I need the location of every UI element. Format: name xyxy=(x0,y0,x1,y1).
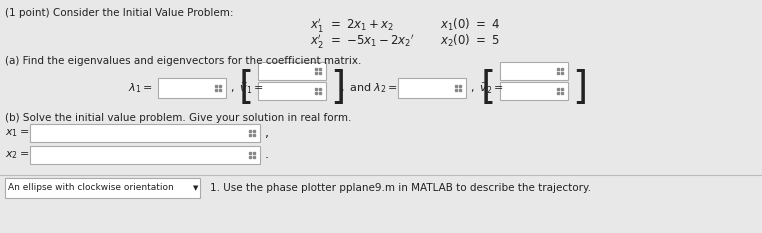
Text: [: [ xyxy=(239,69,254,107)
Text: $, \ \text{and} \ \lambda_2 =$: $, \ \text{and} \ \lambda_2 =$ xyxy=(340,81,398,95)
Text: $\lambda_1 =$: $\lambda_1 =$ xyxy=(128,81,152,95)
Text: (1 point) Consider the Initial Value Problem:: (1 point) Consider the Initial Value Pro… xyxy=(5,8,233,18)
Text: ]: ] xyxy=(572,69,588,107)
Text: (b) Solve the initial value problem. Give your solution in real form.: (b) Solve the initial value problem. Giv… xyxy=(5,113,351,123)
Text: $x_2(0) \ = \ 5$: $x_2(0) \ = \ 5$ xyxy=(440,33,500,49)
FancyBboxPatch shape xyxy=(30,146,260,164)
Text: $x_2 =$: $x_2 =$ xyxy=(5,149,30,161)
Text: $, \ \vec{v}_1 =$: $, \ \vec{v}_1 =$ xyxy=(230,80,264,96)
Text: $x_2'$: $x_2'$ xyxy=(310,32,324,50)
FancyBboxPatch shape xyxy=(500,82,568,100)
FancyBboxPatch shape xyxy=(258,82,326,100)
Text: (a) Find the eigenvalues and eigenvectors for the coefficient matrix.: (a) Find the eigenvalues and eigenvector… xyxy=(5,56,361,66)
Text: ,: , xyxy=(265,127,269,140)
Text: An ellipse with clockwise orientation: An ellipse with clockwise orientation xyxy=(8,184,174,192)
Text: [: [ xyxy=(481,69,496,107)
FancyBboxPatch shape xyxy=(258,62,326,80)
Text: $x_1'$: $x_1'$ xyxy=(310,16,324,34)
FancyBboxPatch shape xyxy=(5,178,200,198)
FancyBboxPatch shape xyxy=(500,62,568,80)
Text: 1. Use the phase plotter pplane9.m in MATLAB to describe the trajectory.: 1. Use the phase plotter pplane9.m in MA… xyxy=(210,183,591,193)
Text: .: . xyxy=(265,148,269,161)
Text: ]: ] xyxy=(330,69,345,107)
FancyBboxPatch shape xyxy=(158,78,226,98)
Text: $x_1 =$: $x_1 =$ xyxy=(5,127,30,139)
Text: $= \ {-5x_1 - 2x_2}'$: $= \ {-5x_1 - 2x_2}'$ xyxy=(328,33,415,49)
FancyBboxPatch shape xyxy=(398,78,466,98)
Text: ▼: ▼ xyxy=(193,185,198,191)
Text: $, \ \vec{v}_2 =$: $, \ \vec{v}_2 =$ xyxy=(470,80,504,96)
Text: $= \ 2x_1 + x_2$: $= \ 2x_1 + x_2$ xyxy=(328,17,394,33)
Text: $x_1(0) \ = \ 4$: $x_1(0) \ = \ 4$ xyxy=(440,17,501,33)
FancyBboxPatch shape xyxy=(30,124,260,142)
